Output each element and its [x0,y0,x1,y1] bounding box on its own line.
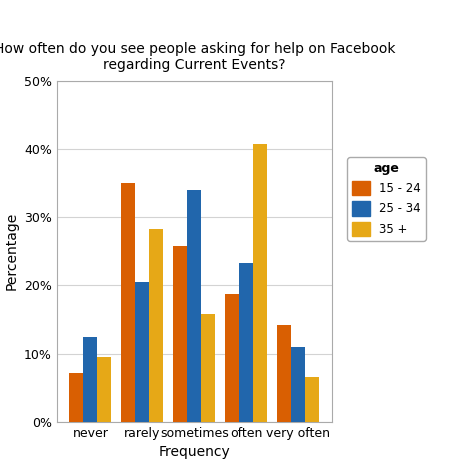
Bar [201,314,215,422]
Bar [225,293,239,422]
Bar [83,337,98,422]
Bar [98,357,111,422]
Bar [187,191,201,422]
Bar [121,183,136,422]
Bar [136,282,149,422]
Bar [149,229,164,422]
Bar [277,325,291,422]
Y-axis label: Percentage: Percentage [4,212,18,291]
Bar [305,377,319,422]
Bar [173,246,187,422]
Title: How often do you see people asking for help on Facebook
regarding Current Events: How often do you see people asking for h… [0,42,395,73]
Legend: 15 - 24, 25 - 34, 35 +: 15 - 24, 25 - 34, 35 + [347,157,426,241]
Bar [239,263,253,422]
X-axis label: Frequency: Frequency [158,445,230,459]
Bar [69,373,83,422]
Bar [253,144,267,422]
Bar [291,347,305,422]
